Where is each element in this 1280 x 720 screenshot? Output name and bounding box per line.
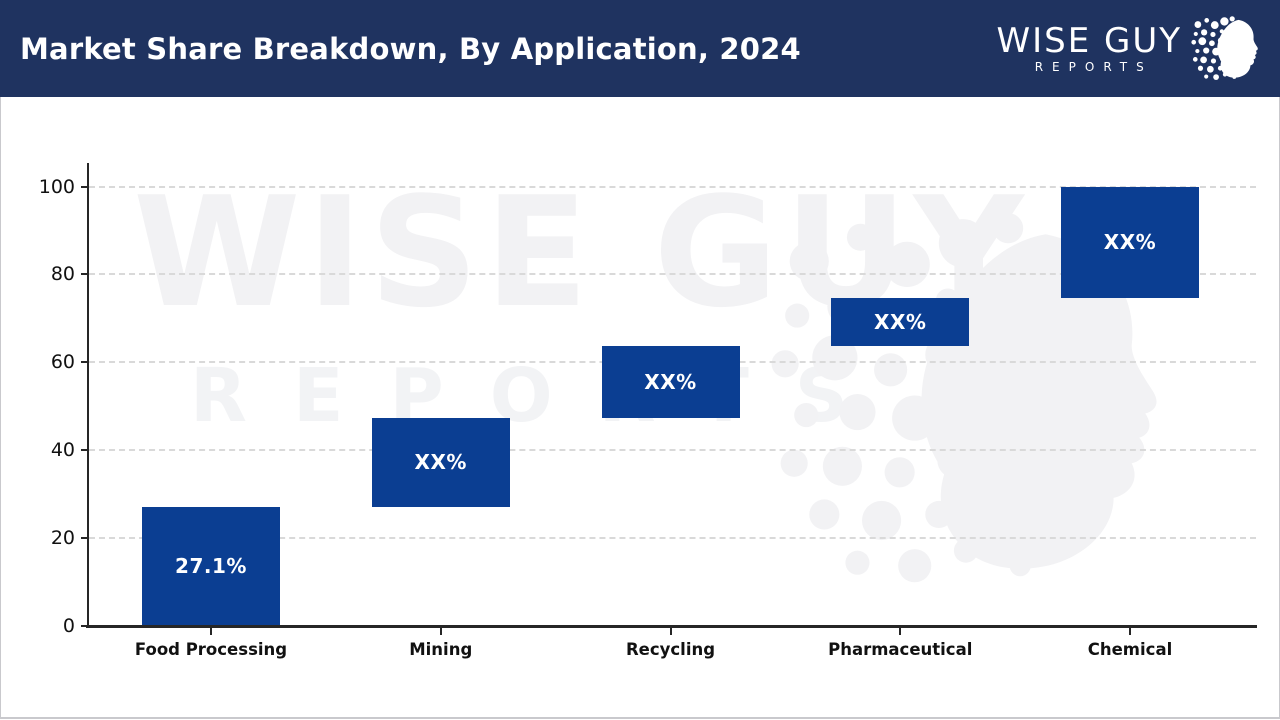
bar-value-label-food-processing: 27.1% xyxy=(175,554,247,578)
bar-chemical: XX% xyxy=(1061,186,1199,299)
category-label-food-processing: Food Processing xyxy=(134,640,288,659)
bar-food-processing: 27.1% xyxy=(142,506,280,626)
x-tick-food-processing xyxy=(210,627,212,635)
y-tick-80 xyxy=(81,273,88,276)
y-tick-label-0: 0 xyxy=(62,614,75,637)
gridline-80 xyxy=(89,273,1256,276)
y-axis-line xyxy=(87,163,89,628)
x-axis-line xyxy=(86,624,1257,628)
y-tick-20 xyxy=(81,536,88,539)
logo-subtitle: REPORTS xyxy=(1034,60,1153,74)
category-label-chemical: Chemical xyxy=(1087,640,1173,659)
wiseguy-face-icon xyxy=(1191,15,1258,80)
x-tick-recycling xyxy=(669,627,672,635)
gridline-100 xyxy=(89,185,1256,188)
bar-value-label-recycling: XX% xyxy=(644,369,697,394)
y-tick-0 xyxy=(81,624,88,627)
gridline-20 xyxy=(89,536,1256,539)
header-bar: Market Share Breakdown, By Application, … xyxy=(0,0,1280,97)
x-tick-chemical xyxy=(1129,627,1131,635)
y-tick-label-20: 20 xyxy=(50,526,75,549)
bar-value-label-pharmaceutical: XX% xyxy=(874,310,927,335)
bar-value-label-chemical: XX% xyxy=(1103,230,1157,255)
gridline-40 xyxy=(89,448,1256,451)
chart-plot-area: WISE GUY REPORTS 0 20 40 60 80 100 27.1% Food P… xyxy=(0,97,1280,717)
y-tick-40 xyxy=(81,448,88,451)
page-title: Market Share Breakdown, By Application, … xyxy=(20,31,801,66)
category-label-pharmaceutical: Pharmaceutical xyxy=(828,640,973,659)
category-label-mining: Mining xyxy=(409,640,473,659)
y-tick-label-40: 40 xyxy=(50,438,75,461)
wiseguy-logo-text: WISE GUY REPORTS xyxy=(996,24,1182,73)
y-tick-100 xyxy=(81,185,88,188)
bar-mining: XX% xyxy=(371,417,510,507)
x-tick-mining xyxy=(439,627,442,635)
x-tick-pharmaceutical xyxy=(899,627,902,635)
logo-wordmark: WISE GUY xyxy=(996,21,1182,61)
bar-recycling: XX% xyxy=(601,345,740,418)
y-tick-label-100: 100 xyxy=(38,175,75,198)
y-tick-label-80: 80 xyxy=(50,263,75,286)
bar-value-label-mining: XX% xyxy=(414,450,467,475)
wiseguy-logo: WISE GUY REPORTS xyxy=(996,9,1280,89)
category-label-recycling: Recycling xyxy=(625,640,716,659)
bar-pharmaceutical: XX% xyxy=(831,298,970,346)
y-tick-label-60: 60 xyxy=(50,351,75,374)
y-tick-60 xyxy=(81,361,88,364)
